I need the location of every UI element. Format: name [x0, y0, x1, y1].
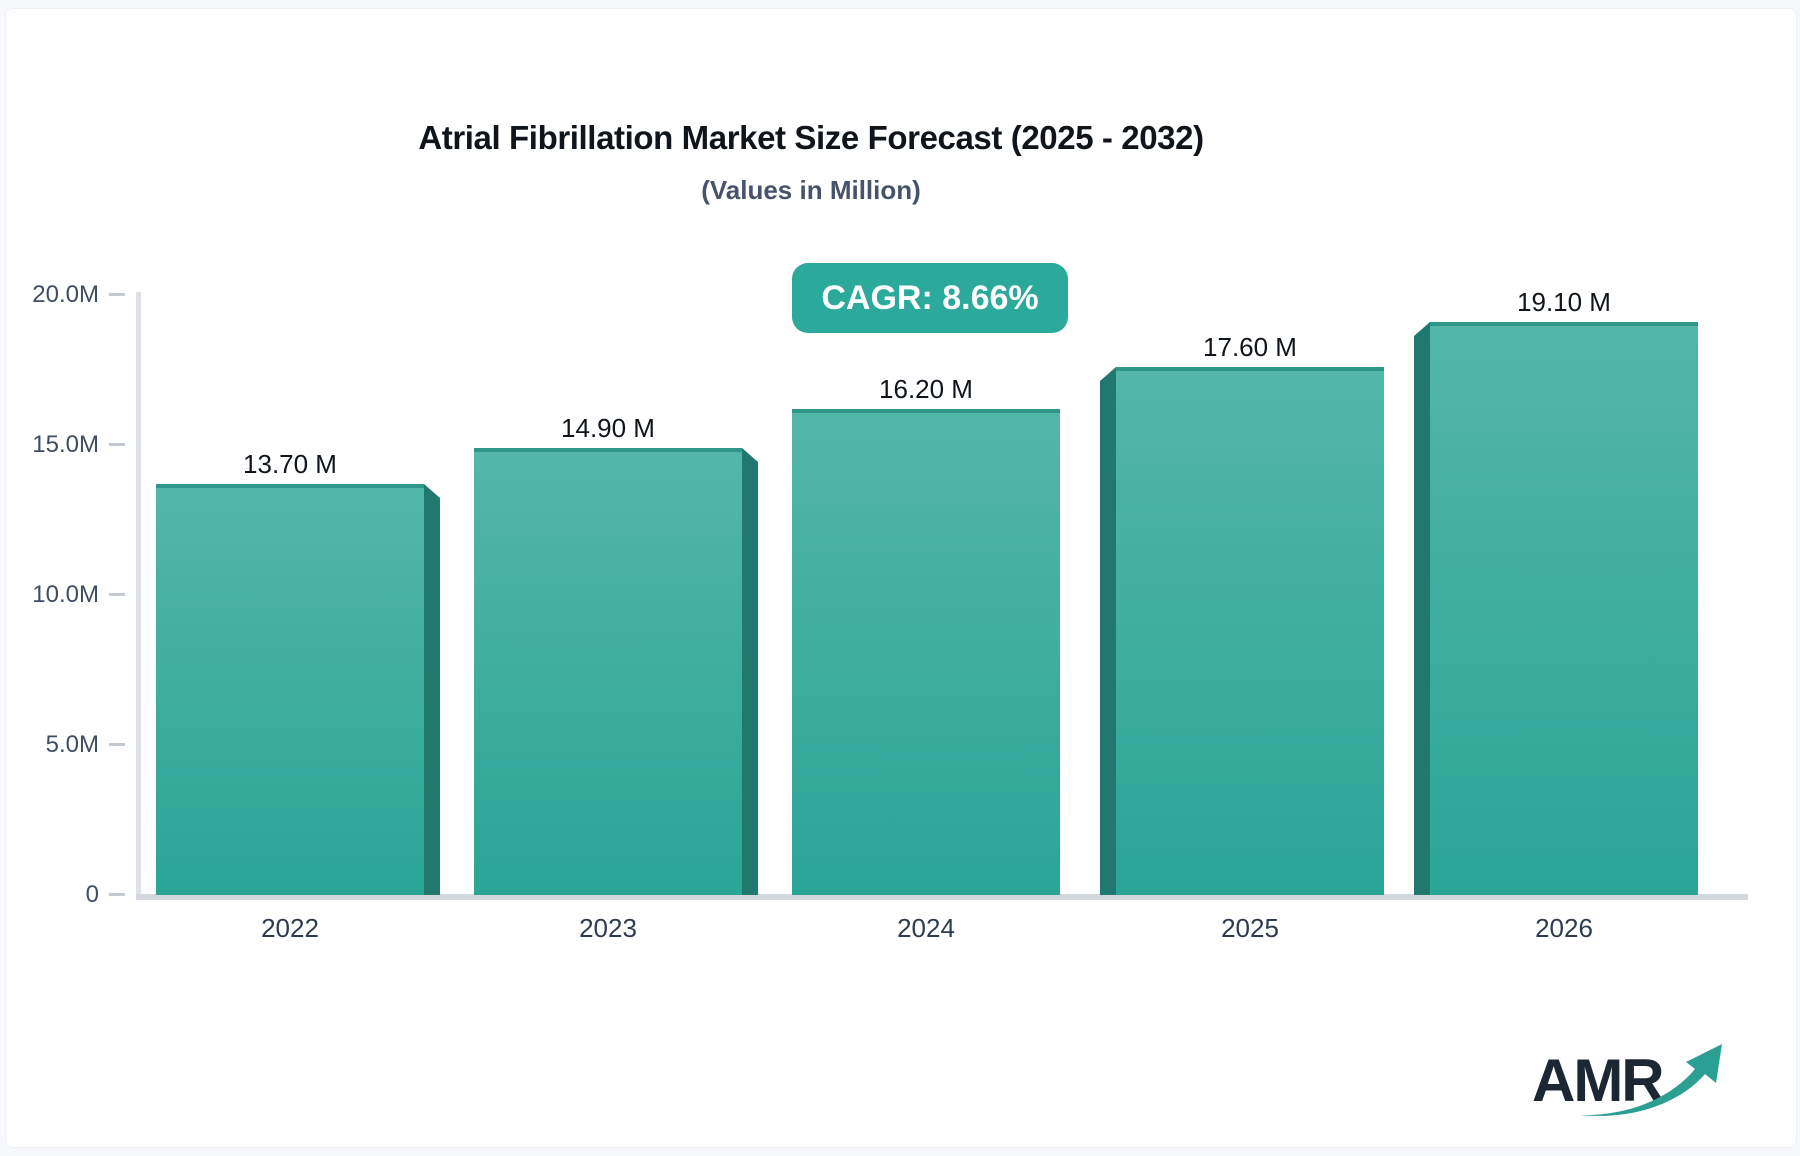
chart-title: Atrial Fibrillation Market Size Forecast… — [418, 119, 1204, 156]
bar-value-label: 16.20 M — [879, 374, 973, 404]
cagr-badge: CAGR: 8.66% — [792, 263, 1068, 333]
bar-value-label: 19.10 M — [1517, 287, 1611, 317]
bar-2023 — [474, 448, 742, 895]
bar-side-face — [742, 448, 758, 895]
y-axis-tick-label: 20.0M — [32, 281, 99, 308]
bar-value-label: 14.90 M — [561, 413, 655, 443]
y-axis-tick-mark — [109, 893, 125, 896]
chart-subtitle: (Values in Million) — [701, 175, 921, 205]
bar-side-face — [1414, 322, 1430, 895]
y-axis-tick-mark — [109, 743, 125, 746]
x-axis-category-label: 2025 — [1221, 913, 1279, 943]
growth-arrow-icon — [1580, 1044, 1722, 1116]
bar-value-label: 13.70 M — [243, 449, 337, 479]
bar-2024 — [792, 409, 1060, 895]
y-axis-tick-label: 15.0M — [32, 431, 99, 458]
bar-side-face — [1100, 367, 1116, 895]
x-axis-category-label: 2024 — [897, 913, 955, 943]
bar-side-face — [424, 484, 440, 895]
bar-value-label: 17.60 M — [1203, 332, 1297, 362]
x-axis-category-label: 2023 — [579, 913, 637, 943]
y-axis-tick-mark — [109, 443, 125, 446]
y-axis-tick-label: 0 — [85, 881, 99, 908]
x-axis-category-label: 2022 — [261, 913, 319, 943]
amr-logo-text: AMR — [1532, 1047, 1664, 1114]
bar-2022 — [156, 484, 424, 895]
amr-logo: AMR — [1532, 1037, 1732, 1121]
y-axis-tick-label: 5.0M — [45, 731, 99, 758]
y-axis-tick-mark — [109, 293, 125, 296]
x-axis-baseline — [136, 894, 1748, 900]
y-axis-line — [136, 292, 141, 900]
x-axis-category-label: 2026 — [1535, 913, 1593, 943]
bar-2025 — [1116, 367, 1384, 895]
y-axis-tick-mark — [109, 593, 125, 596]
y-axis-tick-label: 10.0M — [32, 581, 99, 608]
chart-card: Atrial Fibrillation Market Size Forecast… — [5, 8, 1797, 1148]
bar-2026 — [1430, 322, 1698, 895]
